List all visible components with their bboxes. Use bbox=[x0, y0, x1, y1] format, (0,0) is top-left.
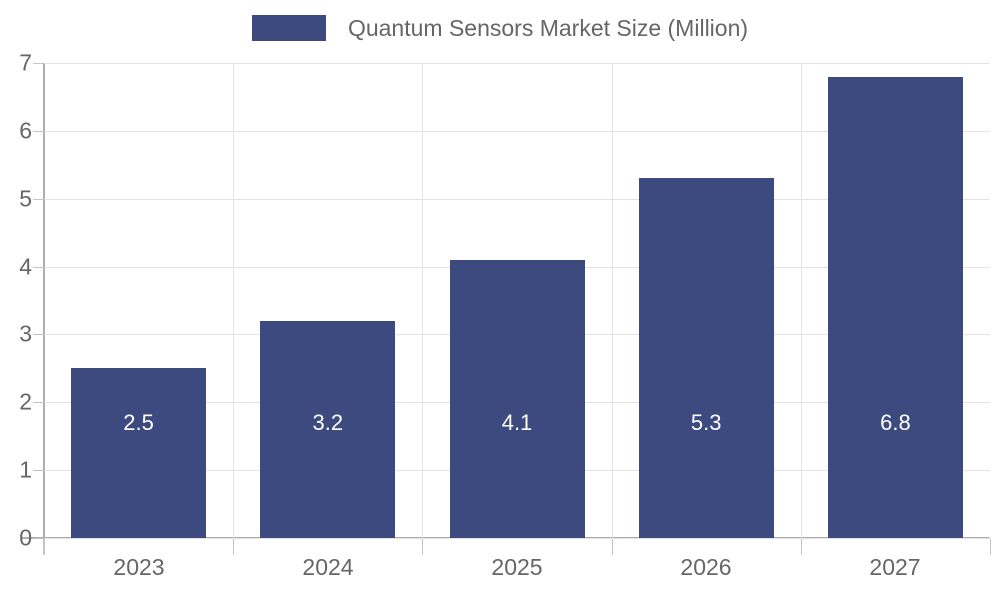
y-axis-tick-mark bbox=[33, 198, 43, 200]
legend-swatch-icon bbox=[251, 15, 326, 41]
bar-value-label: 2.5 bbox=[123, 410, 154, 435]
gridline-horizontal bbox=[44, 538, 990, 539]
gridline-vertical bbox=[612, 63, 613, 538]
bar-2026[interactable] bbox=[639, 178, 774, 538]
y-axis-tick-label: 3 bbox=[19, 320, 32, 347]
bar-value-label: 6.8 bbox=[880, 410, 911, 435]
plot-area: 2.5 3.2 4.1 5.3 6.8 bbox=[44, 63, 990, 539]
y-axis-tick-mark bbox=[33, 538, 43, 539]
gridline-horizontal bbox=[44, 198, 990, 200]
bar-value-label: 4.1 bbox=[501, 410, 533, 435]
gridline-vertical bbox=[801, 63, 802, 538]
y-axis-tick-label: 6 bbox=[19, 117, 32, 144]
y-axis-tick-mark bbox=[33, 130, 43, 132]
x-axis-tick-label: 2025 bbox=[491, 554, 543, 580]
y-axis-tick-label: 1 bbox=[19, 456, 32, 483]
x-axis-tick-mark bbox=[801, 539, 802, 555]
x-axis-tick-mark bbox=[233, 539, 234, 555]
gridline-horizontal bbox=[44, 130, 990, 132]
x-axis-tick-mark bbox=[44, 539, 45, 555]
bar-2025[interactable] bbox=[450, 259, 585, 538]
y-axis-tick-mark bbox=[33, 63, 43, 64]
y-axis-tick-mark bbox=[33, 402, 43, 404]
y-axis-tick-mark bbox=[33, 334, 43, 336]
bar-2027[interactable] bbox=[828, 76, 963, 538]
y-axis-tick-label: 7 bbox=[19, 49, 32, 76]
bar-2024[interactable] bbox=[260, 320, 395, 538]
y-axis-line bbox=[43, 63, 45, 539]
x-axis-tick-label: 2023 bbox=[113, 554, 165, 580]
chart-legend: Quantum Sensors Market Size (Million) bbox=[0, 0, 1000, 56]
y-axis-tick-label: 2 bbox=[19, 388, 32, 415]
bar-value-label: 5.3 bbox=[690, 410, 722, 435]
legend-item[interactable]: Quantum Sensors Market Size (Million) bbox=[251, 14, 749, 41]
x-axis-tick-label: 2026 bbox=[680, 554, 732, 580]
y-axis-tick-mark bbox=[33, 470, 43, 472]
y-axis-tick-label: 0 bbox=[19, 524, 32, 551]
x-axis-tick-label: 2027 bbox=[869, 554, 921, 580]
bar-2023[interactable] bbox=[71, 368, 206, 538]
x-axis-tick-mark bbox=[612, 539, 613, 555]
gridline-vertical bbox=[422, 63, 423, 538]
gridline-horizontal bbox=[44, 63, 990, 64]
x-axis-tick-label: 2024 bbox=[302, 554, 354, 580]
y-axis-tick-mark bbox=[33, 266, 43, 268]
x-axis-tick-mark bbox=[990, 539, 991, 555]
gridline-vertical bbox=[233, 63, 234, 538]
y-axis-tick-label: 5 bbox=[19, 185, 32, 212]
y-axis-tick-label: 4 bbox=[19, 253, 32, 280]
x-axis-origin-tick-mark bbox=[43, 539, 44, 555]
bar-value-label: 3.2 bbox=[312, 410, 344, 435]
x-axis-tick-mark bbox=[422, 539, 423, 555]
legend-item-label: Quantum Sensors Market Size (Million) bbox=[347, 14, 749, 41]
